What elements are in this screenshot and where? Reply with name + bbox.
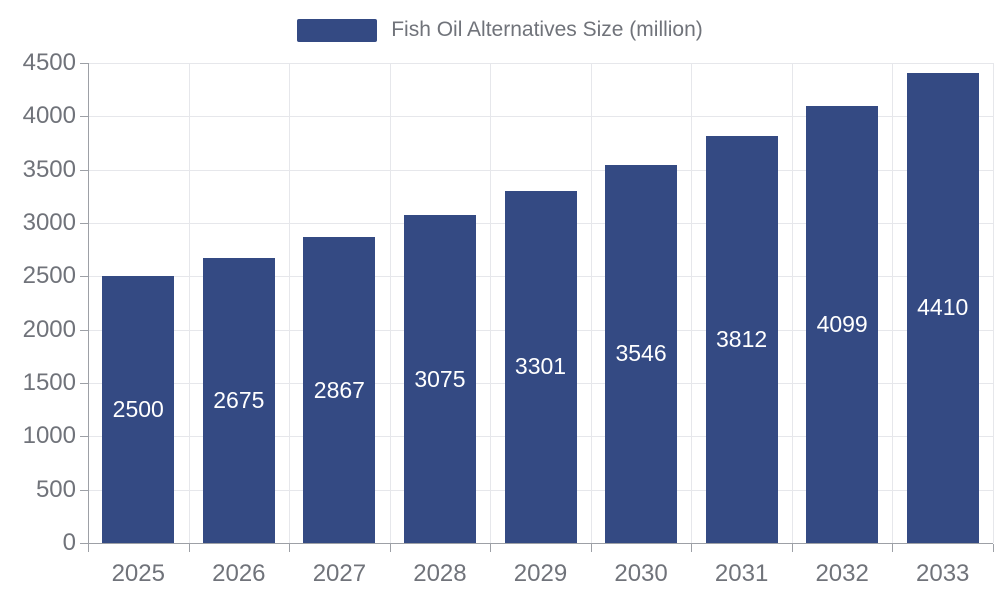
x-gridline [892, 63, 894, 543]
x-axis-label: 2030 [614, 560, 668, 587]
x-gridline [289, 63, 291, 543]
x-axis-tick [188, 544, 190, 552]
x-gridline [389, 63, 391, 543]
legend-swatch [297, 18, 378, 42]
bar-value-label: 3546 [615, 340, 667, 367]
y-axis-tick [80, 543, 88, 544]
x-axis-label: 2031 [714, 560, 769, 587]
bar[interactable]: 4099 [806, 105, 879, 543]
y-axis-tick [80, 223, 88, 224]
y-axis-label: 4500 [22, 49, 76, 76]
bar[interactable]: 3812 [705, 136, 778, 543]
x-axis-tick [791, 544, 793, 552]
y-axis-label: 0 [62, 529, 76, 556]
x-axis-label: 2029 [513, 560, 568, 587]
x-gridline [590, 63, 592, 543]
bar-value-label: 2867 [313, 376, 365, 403]
y-axis-tick [80, 276, 88, 278]
y-axis-label: 2500 [22, 262, 76, 290]
x-axis-label: 2027 [312, 560, 367, 587]
bar-value-label: 4099 [816, 310, 868, 337]
bar-value-label: 4410 [917, 294, 969, 321]
x-gridline [791, 63, 793, 543]
x-axis-tick [993, 544, 994, 552]
x-gridline [188, 63, 190, 543]
x-axis-tick [389, 544, 391, 552]
y-axis-label: 1000 [22, 422, 76, 450]
x-gridline [691, 63, 693, 543]
y-axis-tick [80, 116, 88, 118]
x-axis-tick [691, 544, 693, 552]
bar-value-label: 2675 [213, 386, 265, 413]
bar[interactable]: 2867 [303, 237, 376, 543]
x-axis-label: 2033 [916, 560, 970, 587]
bar[interactable]: 3546 [605, 164, 678, 543]
x-axis-tick [590, 544, 592, 552]
bar[interactable]: 2675 [202, 257, 275, 543]
y-axis-label: 3500 [22, 155, 76, 183]
x-gridline [993, 63, 994, 543]
y-gridline [88, 169, 993, 171]
x-axis-label: 2025 [111, 560, 165, 587]
y-gridline [88, 116, 993, 118]
x-axis-tick [892, 544, 894, 552]
x-axis-tick [88, 544, 89, 552]
y-axis-label: 3000 [22, 209, 76, 236]
x-axis-tick [490, 544, 492, 552]
y-axis-label: 500 [35, 475, 76, 503]
y-axis-tick [80, 383, 88, 384]
y-axis-tick [80, 436, 88, 438]
y-axis-tick [80, 63, 88, 64]
y-gridline [88, 63, 993, 64]
legend[interactable]: Fish Oil Alternatives Size (million) [0, 18, 1000, 42]
y-axis-tick [80, 489, 88, 491]
bar-value-label: 3301 [514, 353, 567, 380]
x-axis-label: 2028 [413, 560, 467, 587]
bar-value-label: 3812 [716, 326, 768, 353]
x-gridline [490, 63, 492, 543]
bar-value-label: 2500 [112, 396, 164, 423]
x-axis-tick [289, 544, 291, 552]
legend-label: Fish Oil Alternatives Size (million) [391, 18, 703, 41]
y-axis-tick [80, 329, 88, 331]
y-axis-label: 1500 [22, 369, 76, 396]
y-axis-label: 4000 [22, 102, 76, 130]
x-axis-label: 2026 [212, 560, 266, 587]
bar[interactable]: 4410 [906, 72, 979, 543]
bar-value-label: 3075 [414, 365, 466, 392]
y-axis-line [88, 63, 89, 543]
x-axis-label: 2032 [815, 560, 869, 587]
bar[interactable]: 3301 [504, 190, 577, 543]
x-axis-line [88, 543, 993, 544]
bar[interactable]: 2500 [102, 276, 175, 543]
y-axis-tick [80, 169, 88, 171]
bar[interactable]: 3075 [403, 215, 476, 543]
y-axis-label: 2000 [22, 315, 76, 343]
